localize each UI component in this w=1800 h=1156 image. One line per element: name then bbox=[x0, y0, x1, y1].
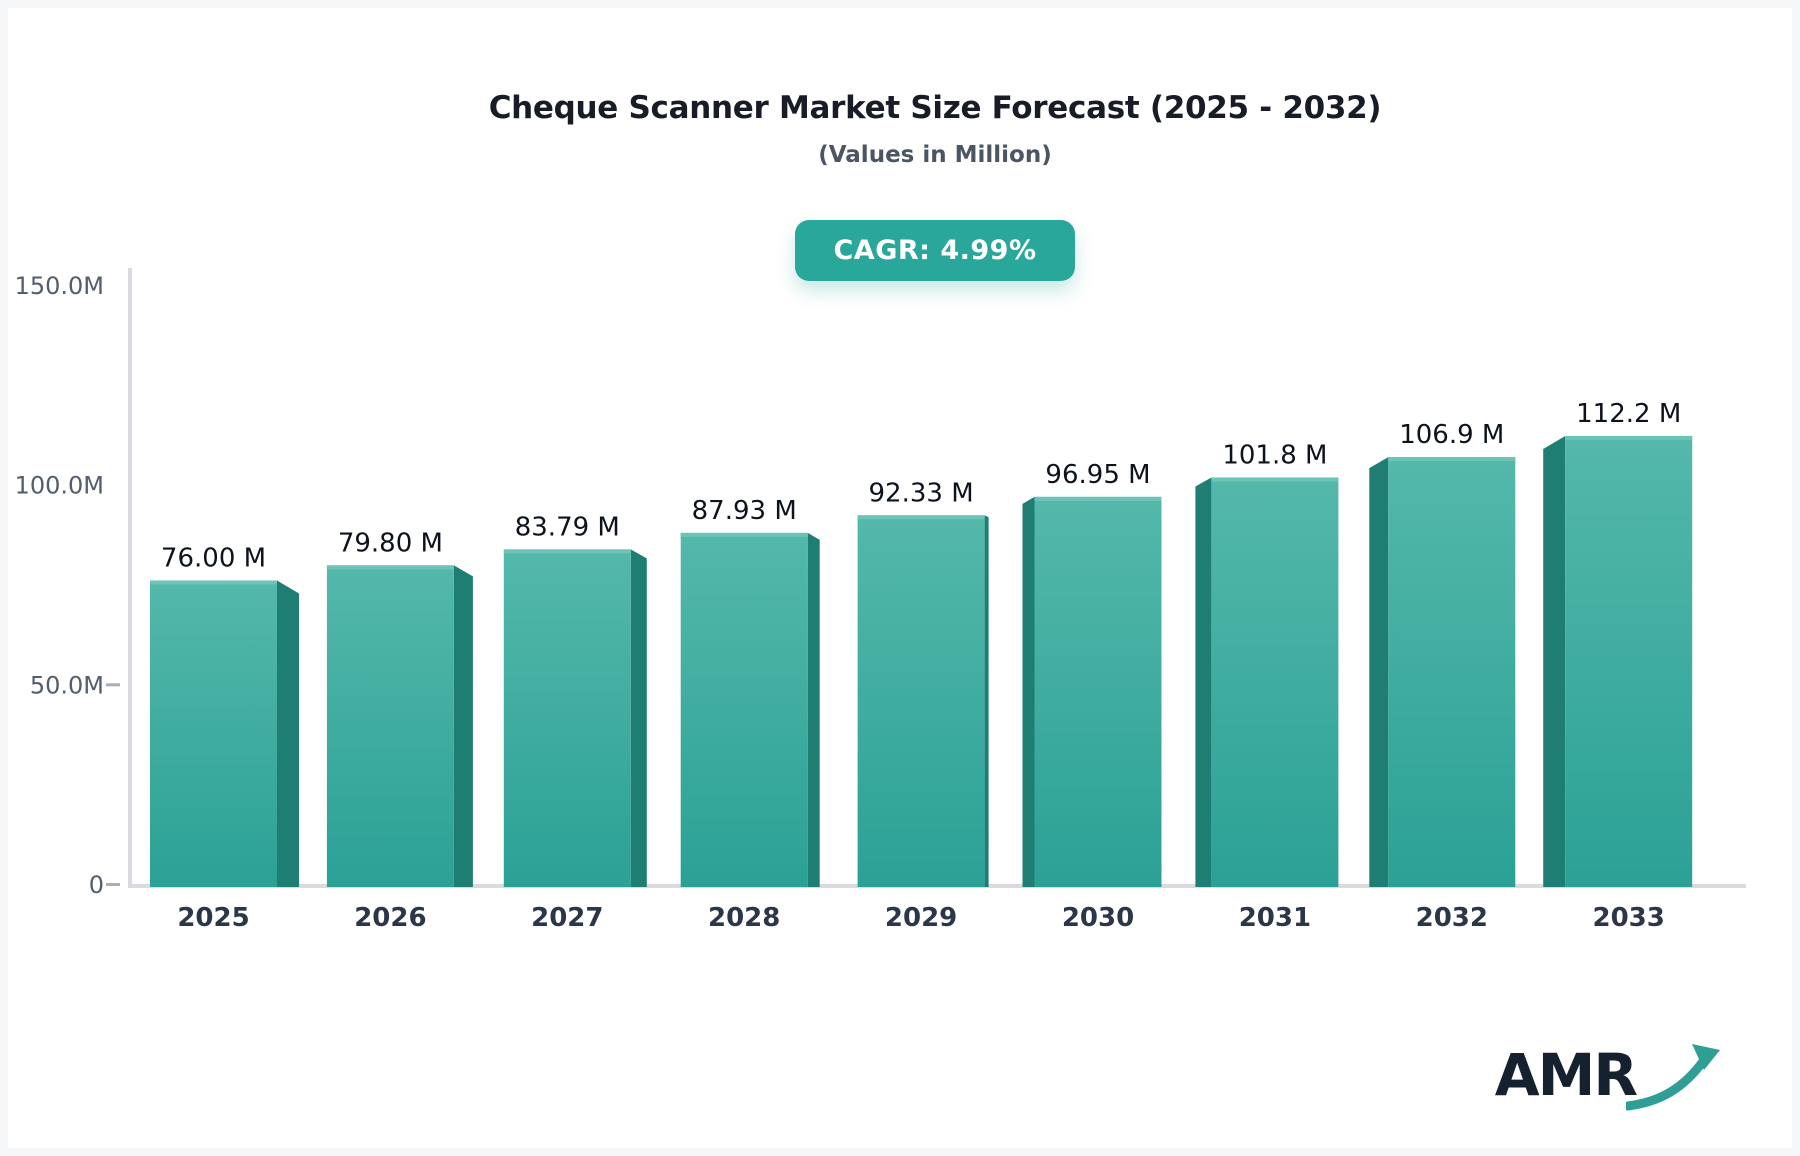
chart-subtitle: (Values in Million) bbox=[818, 142, 1052, 168]
amr-logo-text: AMR bbox=[1494, 1041, 1638, 1109]
chart-header: Cheque Scanner Market Size Forecast (202… bbox=[80, 0, 1790, 281]
chart-title: Cheque Scanner Market Size Forecast (202… bbox=[488, 90, 1382, 126]
amr-logo: AMR bbox=[1494, 1041, 1722, 1116]
growth-arrow-icon bbox=[1626, 1044, 1720, 1111]
cagr-badge: CAGR: 4.99% bbox=[795, 220, 1075, 281]
